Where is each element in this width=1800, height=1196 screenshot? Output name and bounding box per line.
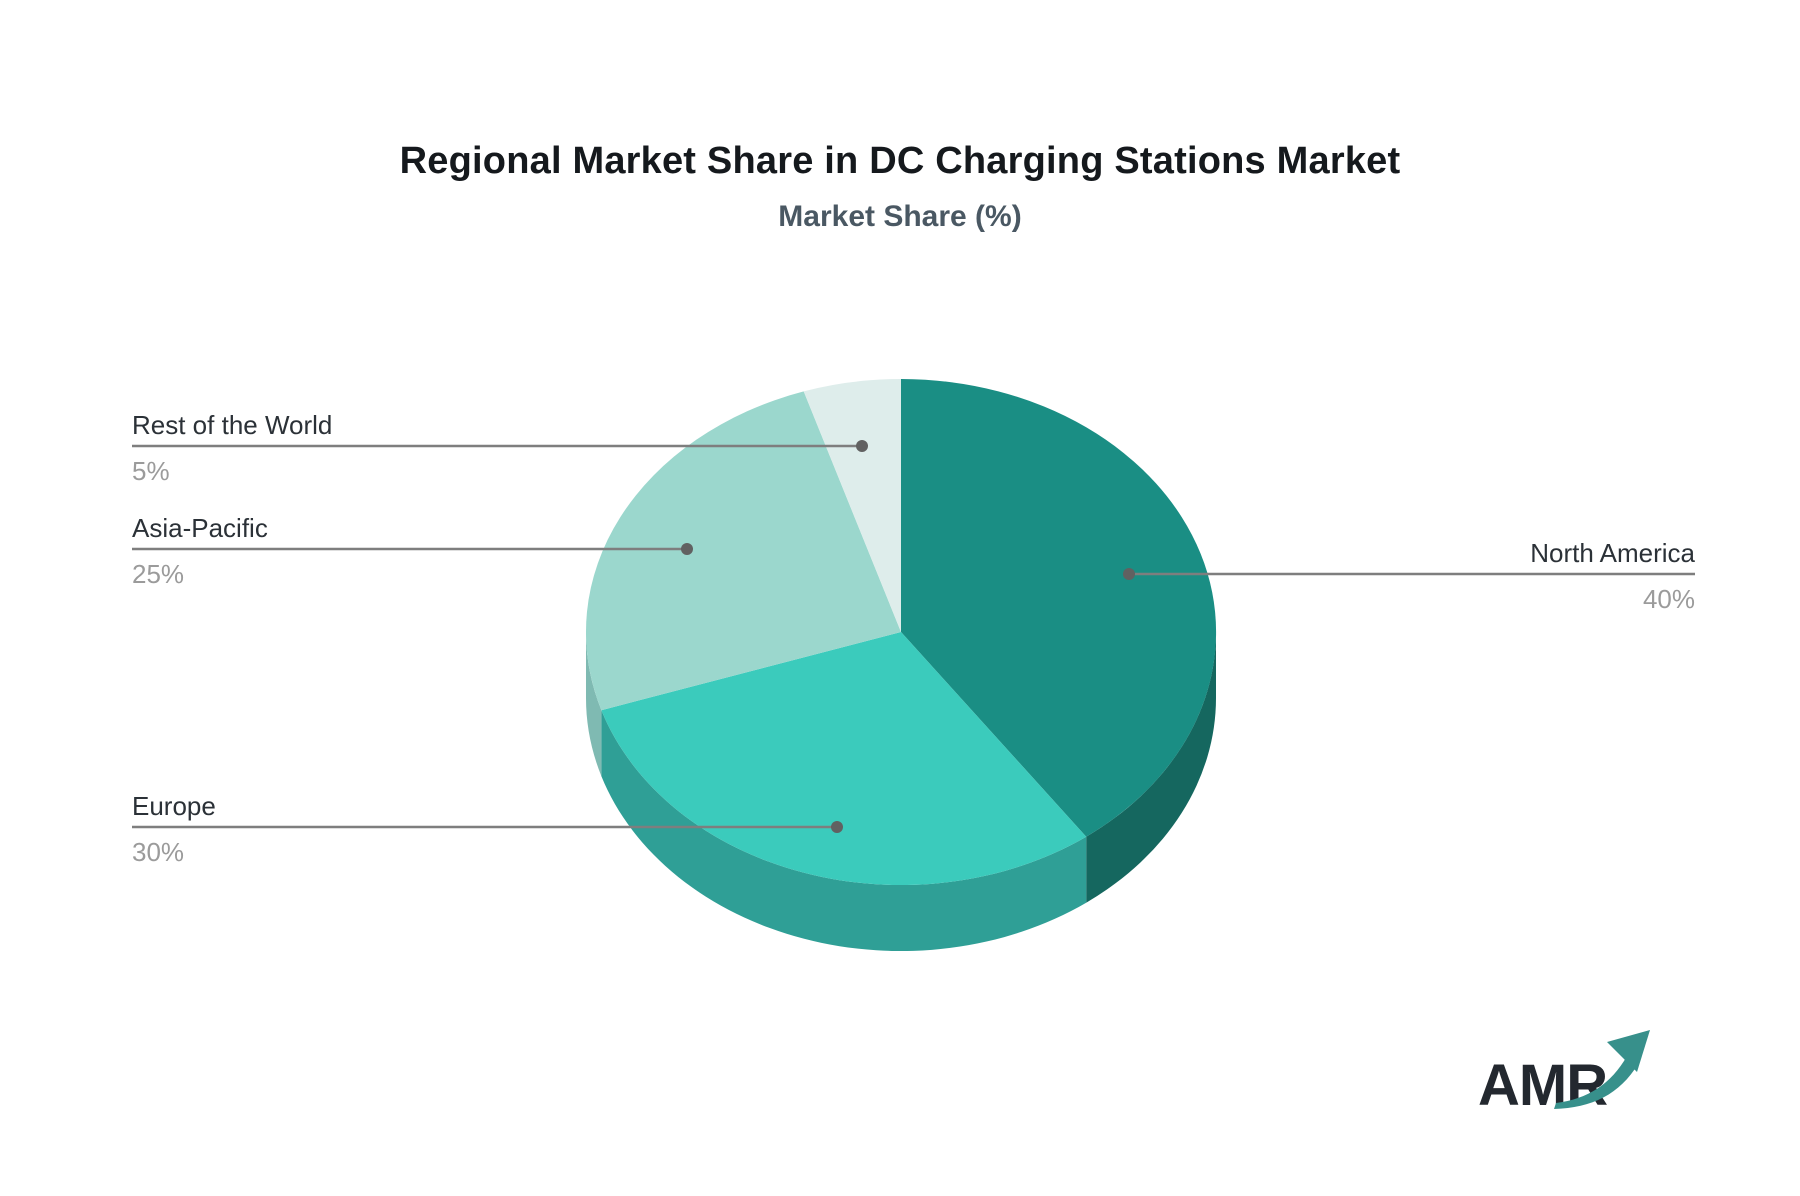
pie-3d-sides [586,632,1216,952]
pie-slices [585,379,1217,886]
pie-slice-north-america [901,379,1217,837]
callout-rest-of-the-world: Rest of the World 5% [132,409,332,487]
leader-dot-asia-pacific [681,543,693,555]
callout-europe: Europe 30% [132,790,216,868]
leader-lines [132,440,1695,833]
leader-dot-rest-of-the-world [856,440,868,452]
slice-label: Rest of the World [132,410,333,440]
slice-value: 40% [1642,584,1695,614]
pie-slice-asia-pacific [585,391,901,711]
slice-value: 5% [132,456,170,486]
pie-slice-europe [601,632,1087,886]
pie-slice-side-europe [601,710,1087,952]
pie-slice-rest-of-the-world [803,379,901,632]
slice-value: 25% [132,559,185,589]
leader-dot-north-america [1123,568,1135,580]
amr-logo-text: AMR [1478,1053,1607,1118]
slice-value: 30% [132,837,185,867]
callout-north-america: North America 40% [1530,537,1695,615]
chart-title: Regional Market Share in DC Charging Sta… [399,140,1401,182]
amr-logo: AMR [1470,1020,1690,1120]
chart-subtitle: Market Share (%) [778,200,1022,233]
callout-asia-pacific: Asia-Pacific 25% [132,512,268,590]
leader-dot-europe [831,821,843,833]
pie-slice-side-asia-pacific [586,632,602,777]
trend-arrow-icon [1554,1030,1650,1109]
slice-label: Europe [132,791,216,821]
slice-label: Asia-Pacific [132,513,268,543]
slice-label: North America [1530,538,1695,568]
pie-slice-side-north-america [1086,632,1216,903]
